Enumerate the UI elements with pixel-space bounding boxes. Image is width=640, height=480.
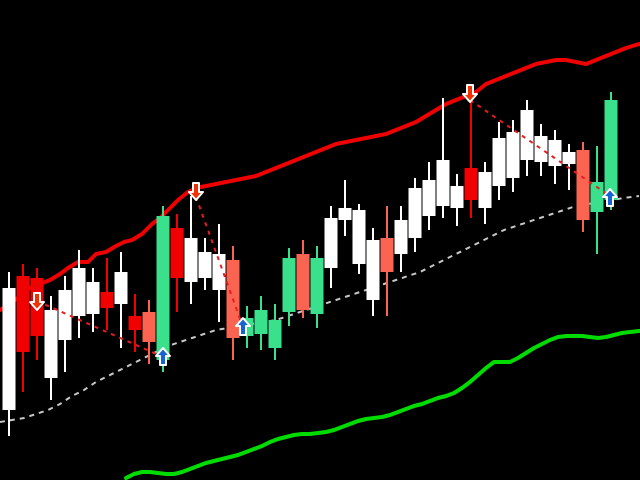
candlestick: [590, 146, 604, 254]
candlestick: [436, 98, 450, 218]
candlestick: [324, 206, 338, 288]
candlestick: [534, 124, 548, 176]
candlestick: [2, 272, 16, 436]
candlestick: [282, 248, 296, 326]
candlestick: [86, 268, 100, 332]
candlestick: [156, 206, 170, 372]
candlestick: [184, 196, 198, 304]
momentum-line: [124, 329, 640, 480]
buy-arrow-icon[interactable]: [235, 317, 251, 336]
candlestick-series: [2, 92, 618, 436]
sell-arrow-icon[interactable]: [29, 292, 45, 311]
candlestick: [72, 250, 86, 338]
sell-arrow-icon[interactable]: [462, 84, 478, 103]
candlestick: [352, 204, 366, 274]
sell-arrow-icon[interactable]: [188, 182, 204, 201]
signal-trend-dashed-lines: [36, 99, 611, 358]
candlestick: [576, 142, 590, 232]
candlestick: [212, 224, 226, 322]
candlestick: [198, 238, 212, 290]
candlestick: [16, 264, 30, 392]
candlestick: [408, 178, 422, 252]
candlestick: [58, 276, 72, 372]
candlestick: [128, 294, 142, 352]
buy-arrow-icon[interactable]: [155, 347, 171, 366]
candlestick: [114, 252, 128, 348]
candlestick: [450, 174, 464, 226]
candlestick: [394, 206, 408, 272]
candlestick: [296, 240, 310, 318]
candlestick: [520, 100, 534, 176]
candlestick: [478, 162, 492, 224]
candlestick: [422, 162, 436, 230]
candlestick: [464, 92, 478, 218]
candlestick: [506, 120, 520, 192]
candlestick: [310, 246, 324, 328]
candlestick: [366, 228, 380, 316]
candlestick: [492, 122, 506, 200]
candlestick: [100, 258, 114, 330]
signal-markers: [29, 84, 618, 366]
upper-band-line: [0, 42, 640, 312]
candlestick: [142, 300, 156, 364]
candlestick: [268, 304, 282, 360]
candlestick: [380, 206, 394, 316]
buy-arrow-icon[interactable]: [602, 188, 618, 207]
candlestick: [44, 296, 58, 400]
candlestick: [254, 296, 268, 350]
candlestick: [170, 214, 184, 312]
candlestick: [548, 130, 562, 184]
candlestick: [338, 180, 352, 236]
